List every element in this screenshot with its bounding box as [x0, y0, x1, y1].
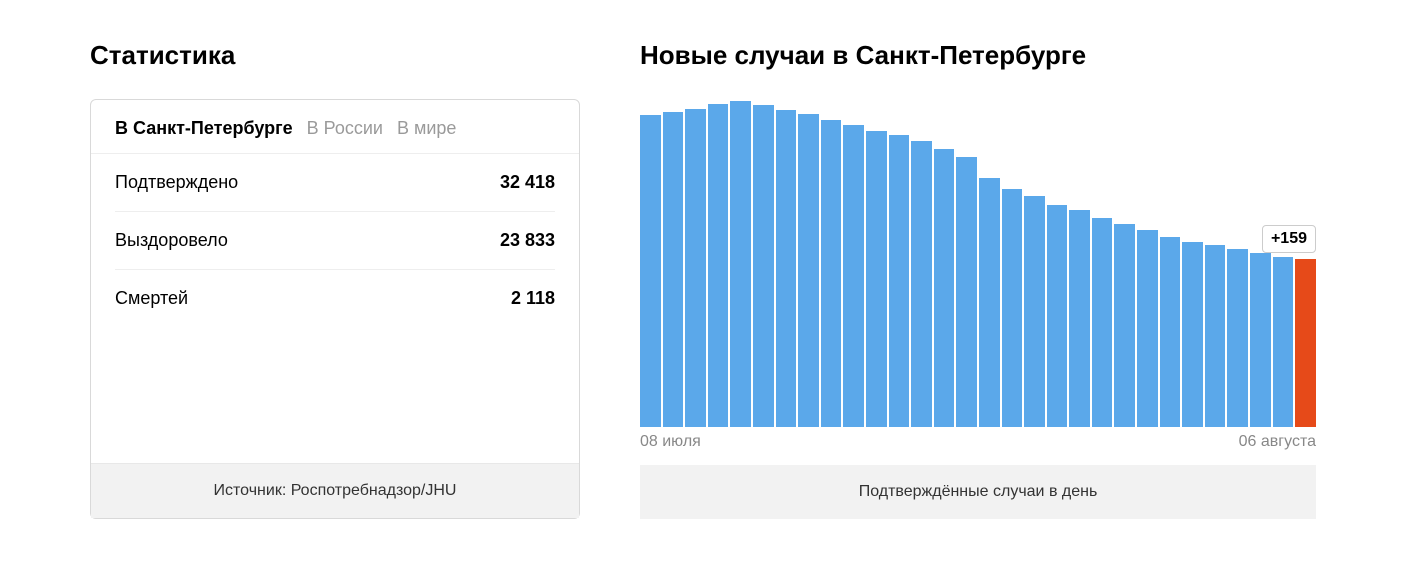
chart-bar[interactable] — [956, 157, 977, 427]
stat-value: 32 418 — [500, 172, 555, 193]
chart-bar[interactable] — [934, 149, 955, 427]
chart-bar[interactable] — [979, 178, 1000, 427]
chart-bar[interactable] — [708, 104, 729, 427]
stats-tab-0[interactable]: В Санкт-Петербурге — [115, 118, 293, 139]
chart-bar[interactable] — [1227, 249, 1248, 427]
chart-bar[interactable] — [663, 112, 684, 427]
chart-bar[interactable] — [1273, 257, 1294, 427]
x-end-label: 06 августа — [1239, 433, 1316, 451]
stats-tab-2[interactable]: В мире — [397, 118, 456, 139]
chart-bar[interactable] — [776, 110, 797, 427]
chart-bar[interactable] — [730, 101, 751, 427]
chart-bar[interactable] — [889, 135, 910, 427]
stats-source: Источник: Роспотребнадзор/JHU — [91, 463, 579, 518]
chart-container: +159 08 июля 06 августа Подтверждённые с… — [640, 99, 1316, 519]
stats-tabs: В Санкт-Петербурге В России В мире — [91, 100, 579, 154]
chart-bar[interactable] — [1092, 218, 1113, 427]
chart-bar[interactable] — [1295, 259, 1316, 427]
chart-bar[interactable] — [1047, 205, 1068, 427]
chart-bar[interactable] — [640, 115, 661, 427]
x-start-label: 08 июля — [640, 433, 701, 451]
chart-x-axis: 08 июля 06 августа — [640, 427, 1316, 451]
stats-tab-1[interactable]: В России — [307, 118, 383, 139]
chart-bar[interactable] — [866, 131, 887, 427]
chart-bar[interactable] — [911, 141, 932, 427]
chart-bar[interactable] — [1250, 253, 1271, 427]
chart-bar[interactable] — [1137, 230, 1158, 427]
chart-bar[interactable] — [1114, 224, 1135, 427]
chart-bar[interactable] — [685, 109, 706, 427]
chart-badge: +159 — [1262, 225, 1316, 253]
chart-bar[interactable] — [1024, 196, 1045, 427]
stat-label: Смертей — [115, 288, 188, 309]
chart-bar[interactable] — [798, 114, 819, 427]
stat-label: Выздоровело — [115, 230, 228, 251]
chart-bar[interactable] — [753, 105, 774, 427]
chart-bar[interactable] — [1160, 237, 1181, 427]
stat-value: 23 833 — [500, 230, 555, 251]
chart-bar[interactable] — [821, 120, 842, 427]
chart-bar[interactable] — [843, 125, 864, 427]
chart-title: Новые случаи в Санкт-Петербурге — [640, 40, 1316, 71]
chart-bar[interactable] — [1182, 242, 1203, 427]
stats-title: Статистика — [90, 40, 580, 71]
stat-row-2: Смертей 2 118 — [115, 270, 555, 327]
stats-panel: Статистика В Санкт-Петербурге В России В м… — [90, 40, 580, 538]
chart-bar[interactable] — [1002, 189, 1023, 427]
chart-panel: Новые случаи в Санкт-Петербурге +159 08 … — [640, 40, 1316, 538]
stat-label: Подтверждено — [115, 172, 238, 193]
stats-card: В Санкт-Петербурге В России В мире Подтвер… — [90, 99, 580, 519]
chart-area: +159 — [640, 99, 1316, 427]
chart-bar[interactable] — [1069, 210, 1090, 427]
chart-footer: Подтверждённые случаи в день — [640, 465, 1316, 519]
stat-value: 2 118 — [511, 288, 555, 309]
stats-rows: Подтверждено 32 418 Выздоровело 23 833 Смерт… — [91, 154, 579, 327]
chart-bar[interactable] — [1205, 245, 1226, 427]
stat-row-1: Выздоровело 23 833 — [115, 212, 555, 270]
stat-row-0: Подтверждено 32 418 — [115, 154, 555, 212]
